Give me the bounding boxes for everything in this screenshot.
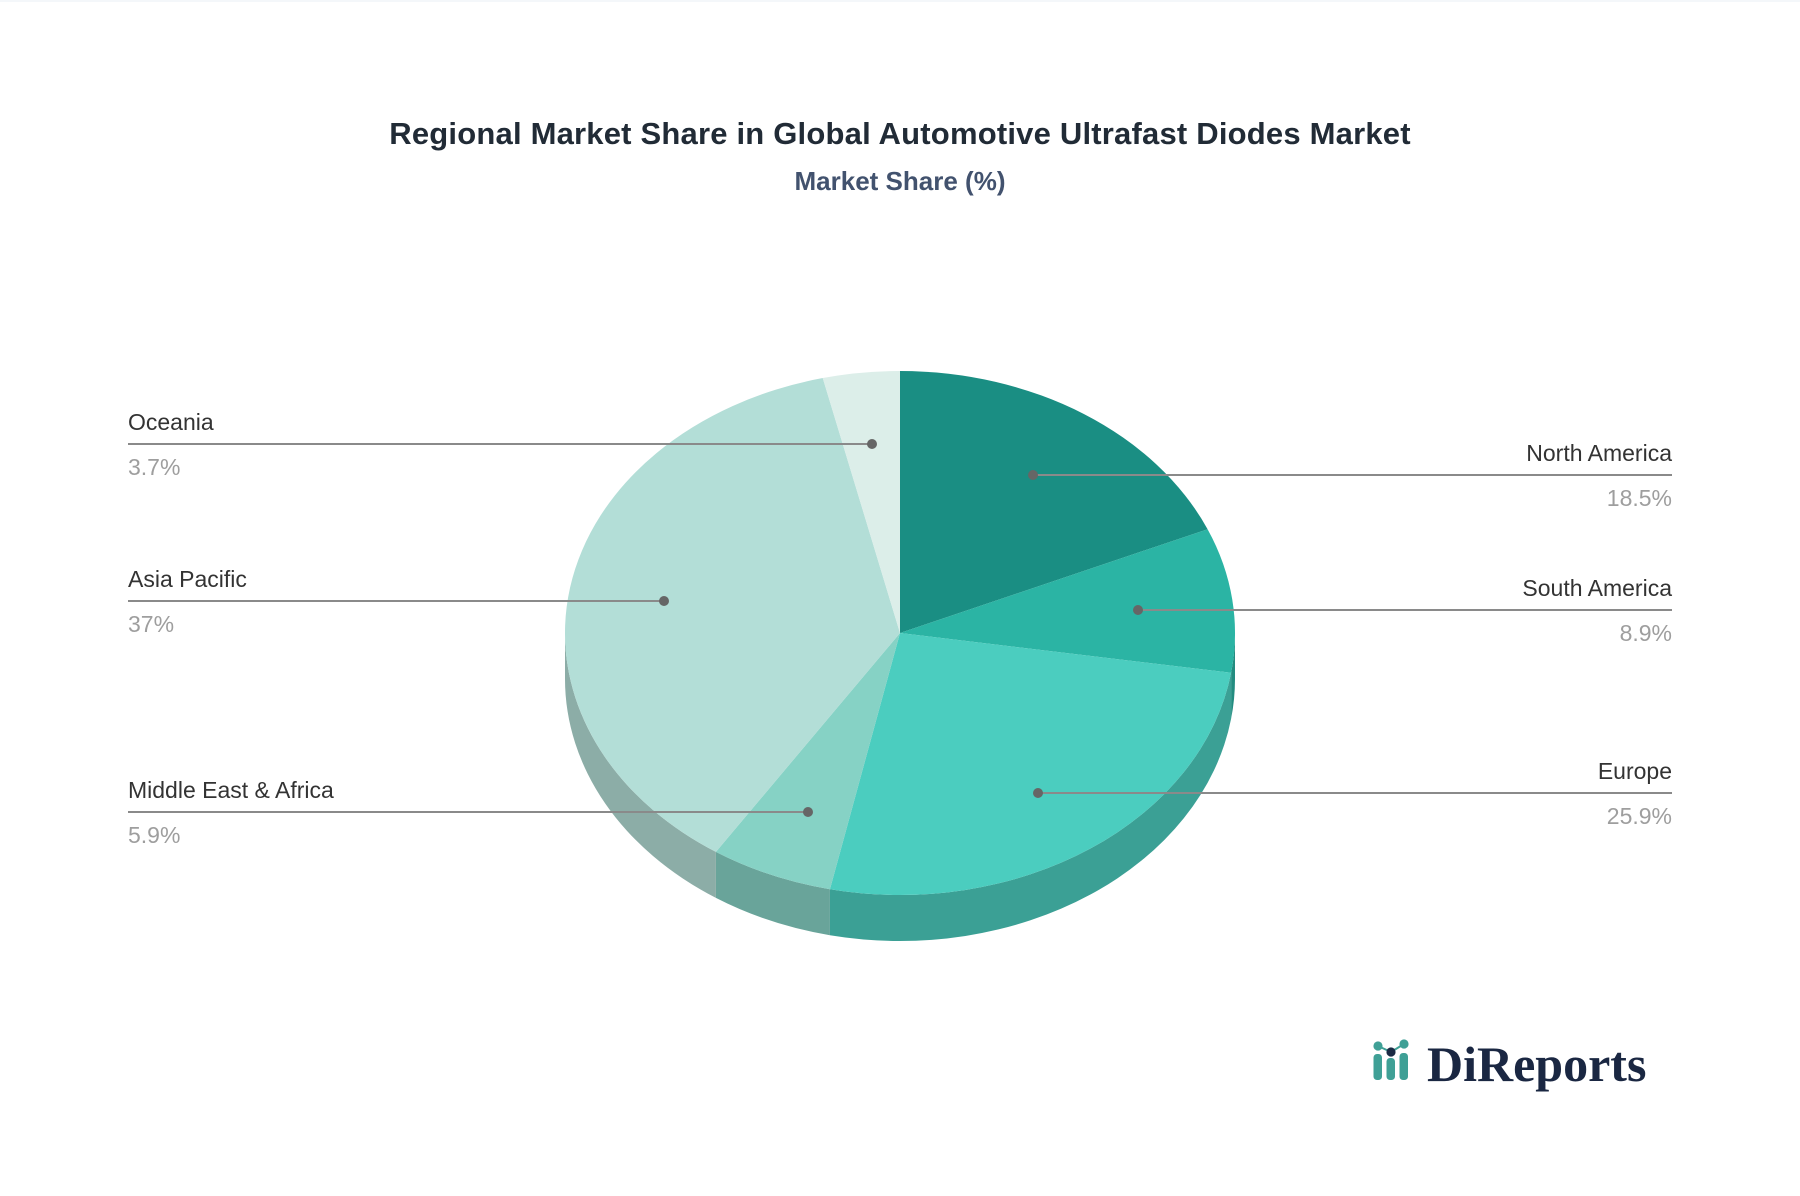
leader-dot-asia-pacific xyxy=(659,596,669,606)
pie-slice-side-asia-pacific xyxy=(565,633,716,898)
slice-value-middle-east-africa: 5.9% xyxy=(128,822,181,848)
direports-logo: DiReports xyxy=(1372,1036,1646,1092)
leader-dot-oceania xyxy=(867,439,877,449)
pie-slice-europe[interactable] xyxy=(829,633,1232,895)
slice-value-south-america: 8.9% xyxy=(1619,620,1672,646)
slice-label-asia-pacific: Asia Pacific xyxy=(128,566,247,592)
slice-label-south-america: South America xyxy=(1522,575,1672,601)
slice-value-oceania: 3.7% xyxy=(128,454,181,480)
pie-slice-side-europe xyxy=(829,672,1232,941)
slice-label-north-america: North America xyxy=(1526,440,1672,466)
leader-dot-south-america xyxy=(1133,605,1143,615)
pie-slice-middle-east-africa[interactable] xyxy=(715,633,900,890)
chart-title: Regional Market Share in Global Automoti… xyxy=(389,116,1411,151)
page-top-strip xyxy=(0,0,1800,2)
pie-slice-side-south-america xyxy=(1231,633,1235,719)
slice-label-middle-east-africa: Middle East & Africa xyxy=(128,777,334,803)
leader-dot-middle-east-africa xyxy=(803,807,813,817)
slice-value-north-america: 18.5% xyxy=(1606,485,1672,511)
pie-slice-asia-pacific[interactable] xyxy=(565,378,900,852)
slice-label-oceania: Oceania xyxy=(128,409,214,435)
direports-logo-text: DiReports xyxy=(1427,1036,1647,1092)
leader-dot-north-america xyxy=(1028,470,1038,480)
slice-value-europe: 25.9% xyxy=(1606,803,1672,829)
slice-label-europe: Europe xyxy=(1597,758,1672,784)
leader-dot-europe xyxy=(1033,788,1043,798)
pie-slice-south-america[interactable] xyxy=(900,529,1235,673)
direports-logo-icon xyxy=(1373,1039,1409,1080)
slice-value-asia-pacific: 37% xyxy=(128,611,175,637)
pie-slice-side-middle-east-africa xyxy=(715,851,830,936)
pie-slice-north-america[interactable] xyxy=(900,371,1208,633)
chart-subtitle: Market Share (%) xyxy=(794,166,1006,196)
pie-slice-oceania[interactable] xyxy=(822,371,900,633)
